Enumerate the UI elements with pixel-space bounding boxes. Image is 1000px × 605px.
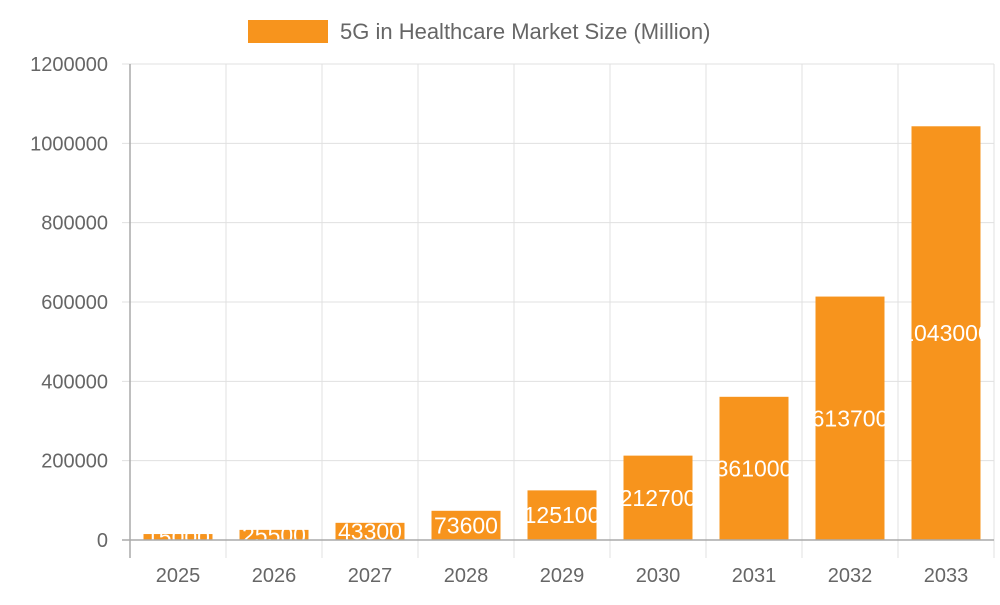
data-label: 361000 xyxy=(716,455,793,481)
y-tick-label: 200000 xyxy=(41,451,108,473)
bar xyxy=(431,510,501,540)
x-tick-label: 2032 xyxy=(828,565,873,587)
data-label: 73600 xyxy=(434,512,498,538)
data-label: 125100 xyxy=(524,502,601,528)
y-tick-label: 1200000 xyxy=(30,54,108,76)
legend-swatch xyxy=(248,20,328,43)
x-tick-label: 2027 xyxy=(348,565,393,587)
bar xyxy=(623,455,693,540)
y-tick-label: 800000 xyxy=(41,213,108,235)
x-tick-label: 2025 xyxy=(156,565,201,587)
legend[interactable]: 5G in Healthcare Market Size (Million) xyxy=(248,19,710,44)
bars: 15000 25500 43300 73600 125100 212700 361000 61… xyxy=(143,126,991,550)
x-tick-label: 2031 xyxy=(732,565,777,587)
bar xyxy=(143,534,213,540)
bar xyxy=(911,126,981,540)
legend-label: 5G in Healthcare Market Size (Million) xyxy=(340,19,710,44)
x-tick-label: 2033 xyxy=(924,565,969,587)
data-label: 15000 xyxy=(146,524,210,550)
x-tick-label: 2028 xyxy=(444,565,489,587)
data-label: 25500 xyxy=(242,522,306,548)
bar xyxy=(335,522,405,540)
x-tick-label: 2030 xyxy=(636,565,681,587)
y-tick-label: 1000000 xyxy=(30,133,108,155)
bar xyxy=(815,296,885,540)
data-label: 613700 xyxy=(812,405,889,431)
data-label: 212700 xyxy=(620,485,697,511)
x-tick-label: 2026 xyxy=(252,565,297,587)
bar xyxy=(239,529,309,540)
grid xyxy=(122,63,995,558)
bar xyxy=(719,396,789,540)
axes: 0 200000 400000 600000 800000 1000000 1200000 2… xyxy=(30,54,994,587)
bar xyxy=(527,490,597,540)
y-tick-label: 600000 xyxy=(41,292,108,314)
data-label: 43300 xyxy=(338,518,402,544)
data-label: 1043000 xyxy=(901,320,991,346)
y-tick-label: 400000 xyxy=(41,371,108,393)
x-tick-label: 2029 xyxy=(540,565,585,587)
y-tick-label: 0 xyxy=(97,530,108,552)
